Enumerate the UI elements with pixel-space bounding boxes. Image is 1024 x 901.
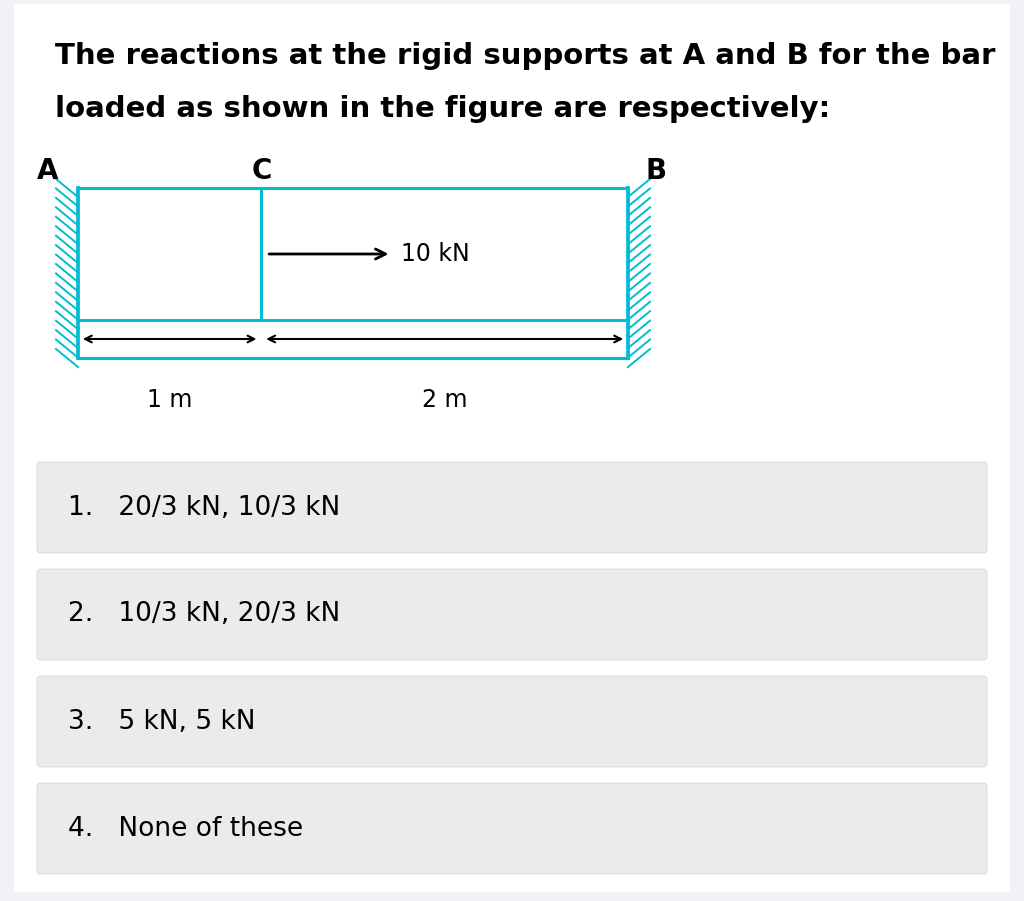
Text: A: A bbox=[37, 157, 58, 185]
Bar bbox=[78, 320, 628, 358]
Bar bbox=[78, 188, 628, 320]
Text: loaded as shown in the figure are respectively:: loaded as shown in the figure are respec… bbox=[55, 95, 830, 123]
Text: B: B bbox=[645, 157, 667, 185]
Text: 1 m: 1 m bbox=[147, 388, 193, 412]
FancyBboxPatch shape bbox=[14, 4, 1010, 892]
Text: 2 m: 2 m bbox=[422, 388, 467, 412]
FancyBboxPatch shape bbox=[37, 569, 987, 660]
Text: 1.   20/3 kN, 10/3 kN: 1. 20/3 kN, 10/3 kN bbox=[68, 495, 340, 521]
FancyBboxPatch shape bbox=[37, 462, 987, 553]
Text: 4.   None of these: 4. None of these bbox=[68, 815, 303, 842]
Text: 2.   10/3 kN, 20/3 kN: 2. 10/3 kN, 20/3 kN bbox=[68, 602, 340, 627]
FancyBboxPatch shape bbox=[37, 676, 987, 767]
Text: 3.   5 kN, 5 kN: 3. 5 kN, 5 kN bbox=[68, 708, 256, 734]
Text: 10 kN: 10 kN bbox=[401, 242, 470, 266]
Text: The reactions at the rigid supports at A and B for the bar: The reactions at the rigid supports at A… bbox=[55, 42, 995, 70]
Text: C: C bbox=[251, 157, 271, 185]
FancyBboxPatch shape bbox=[37, 783, 987, 874]
